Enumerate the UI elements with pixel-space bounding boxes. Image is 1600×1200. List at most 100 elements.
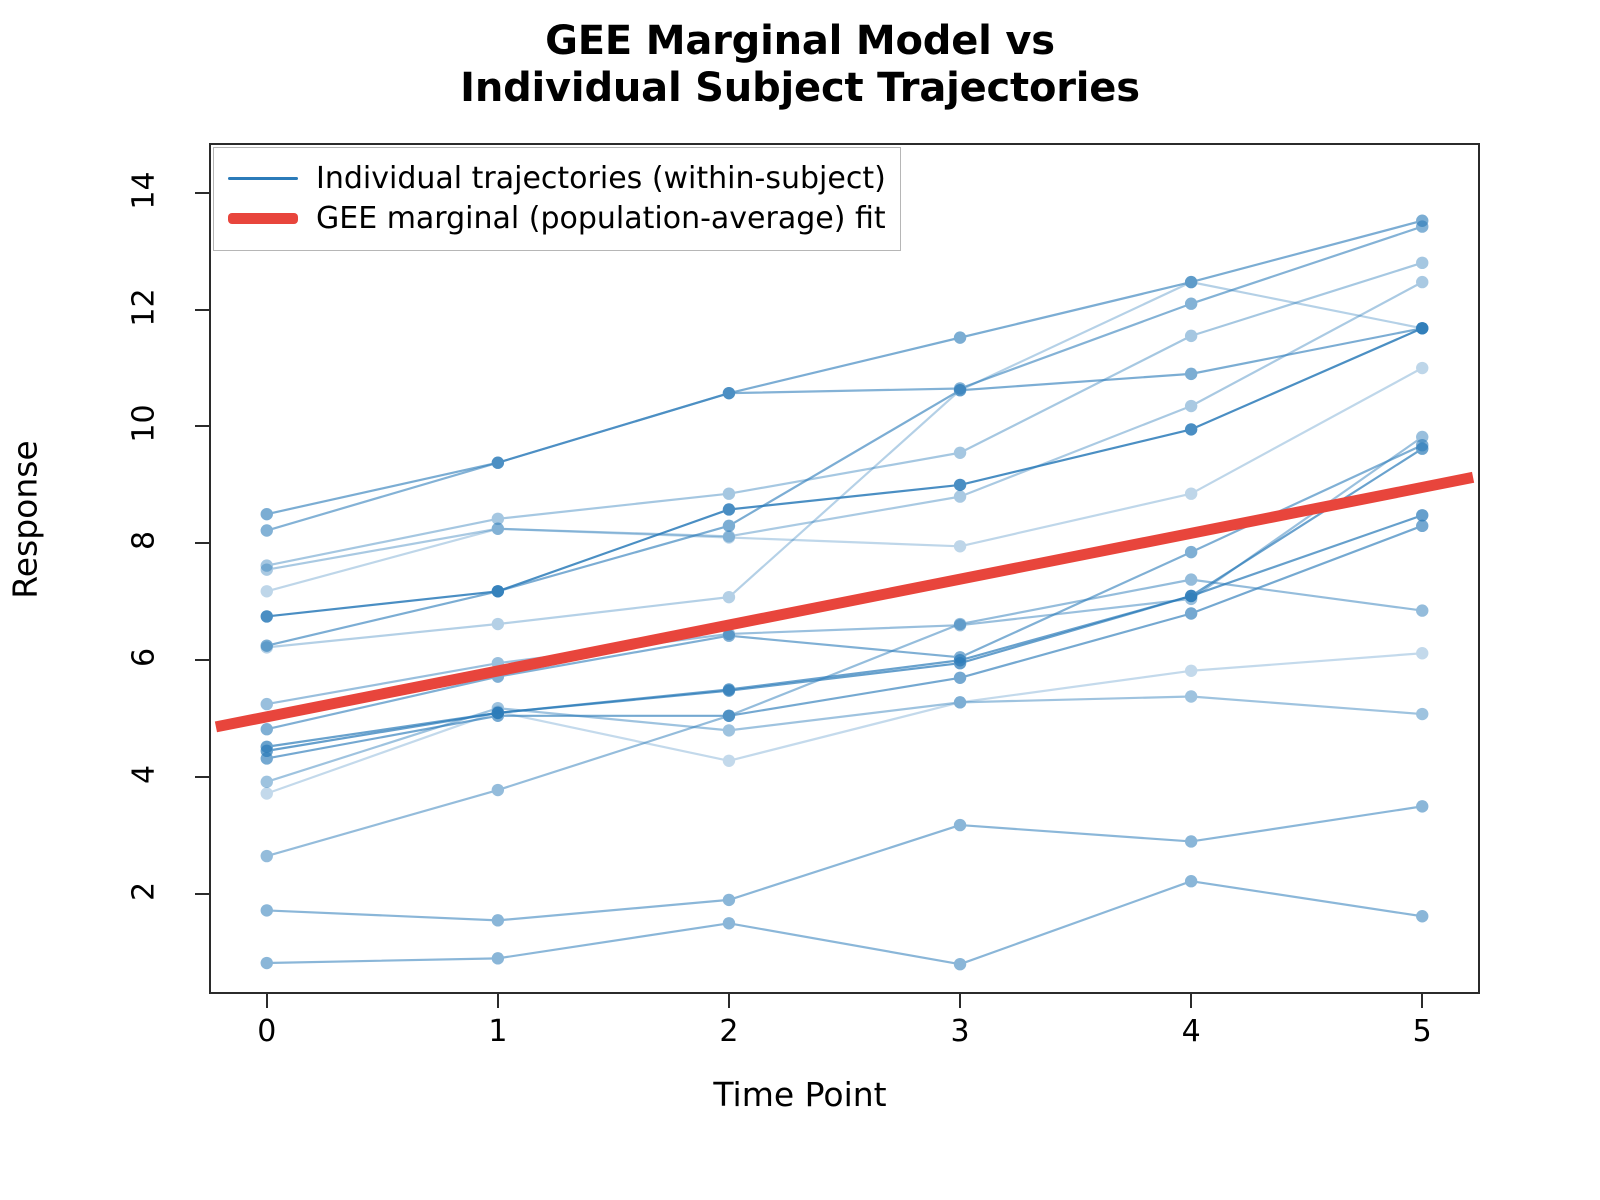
y-tick-label: 12 <box>126 287 162 327</box>
data-point-marker <box>1416 707 1429 721</box>
trajectory-line <box>260 647 1429 800</box>
data-point-marker <box>260 904 273 917</box>
data-point-marker <box>953 490 967 503</box>
y-tick-label: 8 <box>126 531 162 551</box>
trajectory-line <box>260 275 1429 654</box>
x-tick-mark <box>727 994 730 1008</box>
chart-title: GEE Marginal Model vs Individual Subject… <box>0 18 1600 112</box>
x-tick-label: 3 <box>950 1014 970 1049</box>
data-point-marker <box>1184 275 1198 289</box>
data-point-marker <box>953 384 967 397</box>
data-point-marker <box>491 617 505 631</box>
data-point-marker <box>260 723 273 736</box>
data-point-marker <box>953 671 967 684</box>
chart-legend: Individual trajectories (within-subject)… <box>213 147 901 251</box>
data-point-marker <box>491 783 505 797</box>
y-tick-label: 6 <box>126 648 162 668</box>
data-point-marker <box>1416 647 1429 660</box>
x-axis-label: Time Point <box>713 1075 887 1114</box>
y-tick-mark <box>195 542 209 545</box>
data-point-marker <box>1416 256 1429 270</box>
data-point-marker <box>1184 573 1198 586</box>
data-point-marker <box>953 957 967 971</box>
data-point-marker <box>722 386 736 400</box>
y-tick-mark <box>195 308 209 311</box>
y-tick-mark <box>195 425 209 428</box>
data-point-marker <box>1184 297 1198 310</box>
gee-marginal-fit-line <box>214 471 1475 733</box>
data-point-marker <box>722 893 736 907</box>
legend-item-individual: Individual trajectories (within-subject) <box>228 158 886 198</box>
data-point-marker <box>260 752 273 765</box>
trajectory-line <box>260 275 1429 576</box>
legend-label-individual: Individual trajectories (within-subject) <box>316 160 886 196</box>
trajectory-line <box>260 690 1429 789</box>
data-point-marker <box>1184 607 1198 620</box>
data-point-marker <box>722 530 736 543</box>
data-point-marker <box>260 956 273 970</box>
data-point-marker <box>953 384 967 397</box>
data-point-marker <box>953 540 967 553</box>
data-point-marker <box>953 696 967 709</box>
data-point-marker <box>491 914 505 927</box>
data-point-marker <box>260 849 273 863</box>
chart-title-line-1: GEE Marginal Model vs <box>545 18 1055 64</box>
x-tick-label: 1 <box>488 1014 508 1049</box>
data-point-marker <box>1416 519 1429 533</box>
data-point-marker <box>1184 275 1198 289</box>
y-axis-label: Response <box>5 440 45 599</box>
data-point-marker <box>953 446 967 459</box>
data-point-marker <box>491 585 505 598</box>
data-point-marker <box>1184 487 1198 500</box>
data-point-marker <box>1184 545 1198 559</box>
data-point-marker <box>722 503 736 516</box>
data-point-marker <box>1416 509 1429 522</box>
data-point-marker <box>260 639 273 652</box>
y-tick-mark <box>195 191 209 194</box>
data-point-marker <box>260 610 273 623</box>
data-point-marker <box>1184 589 1198 603</box>
trajectories-svg <box>214 214 1475 971</box>
data-point-marker <box>491 522 505 535</box>
data-point-marker <box>722 590 736 604</box>
data-point-marker <box>953 696 967 709</box>
x-tick-label: 2 <box>719 1014 739 1049</box>
data-point-marker <box>1184 875 1198 888</box>
data-point-marker <box>491 709 505 722</box>
trajectory-line <box>260 361 1429 598</box>
y-tick-mark <box>195 893 209 896</box>
trajectory-line <box>260 800 1429 927</box>
data-point-marker <box>1184 664 1198 677</box>
data-point-marker <box>491 456 505 469</box>
trajectory-line <box>260 214 1429 521</box>
data-point-marker <box>260 585 273 598</box>
chart-title-line-2: Individual Subject Trajectories <box>460 65 1140 112</box>
data-point-marker <box>722 487 736 500</box>
data-point-marker <box>1416 322 1429 335</box>
data-point-marker <box>260 507 273 521</box>
plot-canvas <box>209 143 1480 994</box>
data-point-marker <box>722 709 736 722</box>
trajectory-line <box>260 573 1429 863</box>
trajectory-line <box>260 322 1429 652</box>
data-point-marker <box>1416 910 1429 923</box>
data-point-marker <box>1416 604 1429 617</box>
x-tick-label: 5 <box>1412 1014 1432 1049</box>
data-point-marker <box>1416 220 1429 233</box>
x-tick-mark <box>496 994 499 1008</box>
data-point-marker <box>260 563 273 576</box>
data-point-marker <box>722 629 736 642</box>
data-point-marker <box>722 531 736 544</box>
data-point-marker <box>491 522 505 535</box>
legend-label-gee-fit: GEE marginal (population-average) fit <box>316 200 886 236</box>
x-tick-mark <box>959 994 962 1008</box>
data-point-marker <box>1184 835 1198 848</box>
x-tick-mark <box>1190 994 1193 1008</box>
data-point-marker <box>1184 329 1198 343</box>
data-point-marker <box>491 512 505 526</box>
y-tick-label: 14 <box>126 171 162 210</box>
data-point-marker <box>1416 442 1429 455</box>
data-point-marker <box>1416 275 1429 289</box>
data-point-marker <box>1416 800 1429 813</box>
